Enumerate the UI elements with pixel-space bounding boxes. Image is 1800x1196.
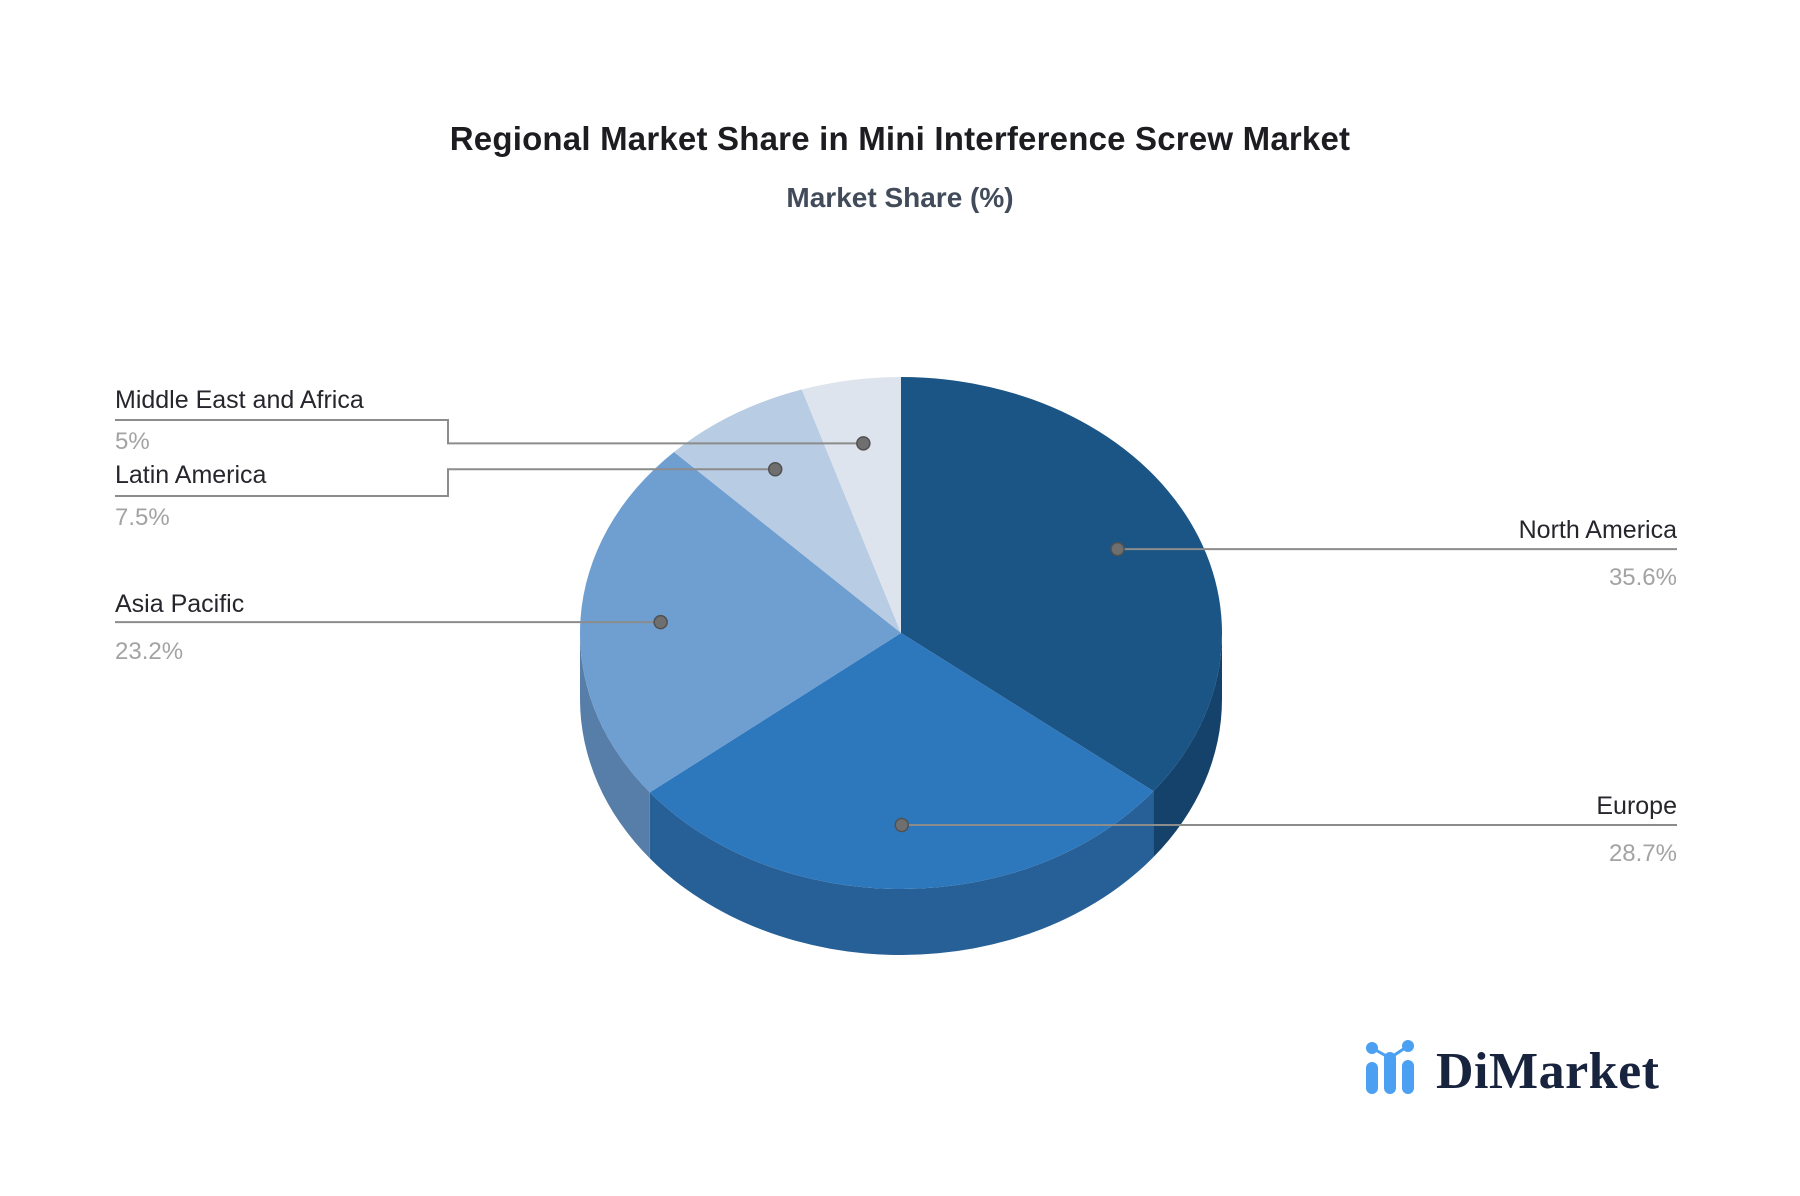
slice-value-latin-america: 7.5% bbox=[115, 504, 170, 531]
leader-dot-europe bbox=[894, 817, 910, 833]
chart-subtitle: Market Share (%) bbox=[786, 182, 1014, 213]
slice-label-europe: Europe bbox=[1596, 792, 1677, 820]
leader-dot-latin-america bbox=[767, 462, 783, 477]
chart-title: Regional Market Share in Mini Interferen… bbox=[449, 120, 1351, 157]
pie-slice-north-america bbox=[901, 377, 1222, 792]
leader-middle-east-africa bbox=[115, 419, 864, 445]
leader-dot-asia-pacific bbox=[653, 614, 668, 630]
slice-value-europe: 28.7% bbox=[1608, 840, 1677, 867]
pie-slice-asia-pacific bbox=[580, 451, 901, 793]
pie-side-north-america bbox=[1153, 633, 1222, 858]
slice-value-middle-east-africa: 5% bbox=[115, 428, 150, 455]
leader-dot-middle-east-africa bbox=[856, 436, 871, 451]
pie-slice-latin-america bbox=[674, 389, 901, 633]
slice-value-north-america: 35.6% bbox=[1608, 564, 1677, 591]
slice-label-latin-america: Latin America bbox=[115, 461, 267, 489]
leader-dot-north-america bbox=[1110, 541, 1125, 557]
slice-value-asia-pacific: 23.2% bbox=[115, 638, 184, 665]
slice-label-asia-pacific: Asia Pacific bbox=[115, 590, 245, 618]
brand-logo-text: DiMarket bbox=[1436, 1043, 1660, 1100]
brand-logo: DiMarket bbox=[1362, 1036, 1659, 1098]
bar-line-chart-icon bbox=[1366, 1040, 1414, 1094]
slice-label-middle-east-africa: Middle East and Africa bbox=[115, 386, 364, 414]
slice-label-north-america: North America bbox=[1518, 516, 1677, 544]
pie-side-europe bbox=[649, 791, 1154, 955]
pie-side-asia-pacific bbox=[580, 633, 650, 859]
leader-latin-america bbox=[115, 468, 776, 497]
pie-slice-middle-east-and-africa bbox=[801, 377, 901, 633]
